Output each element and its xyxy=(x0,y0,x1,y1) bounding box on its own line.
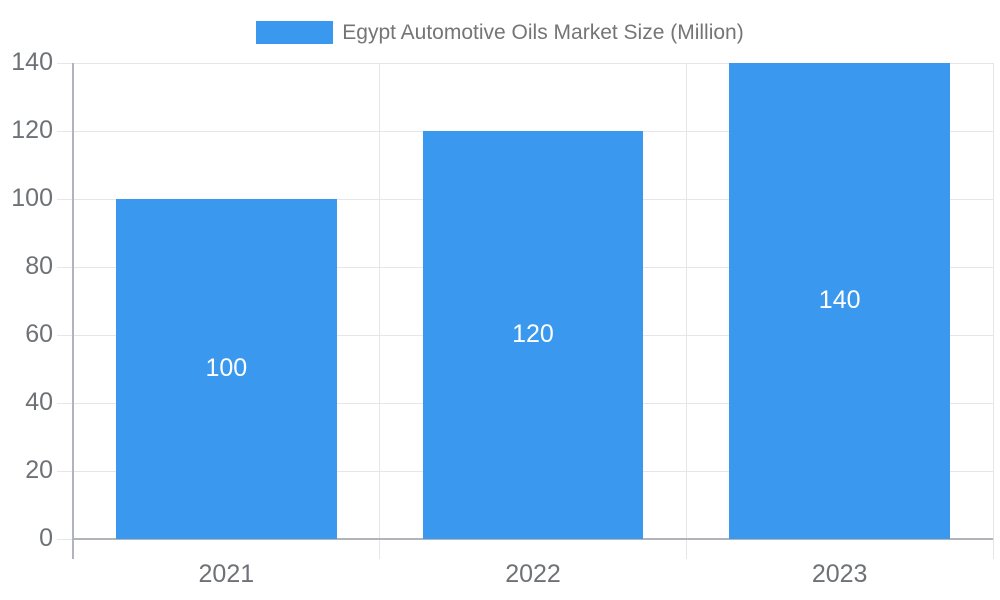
h-gridline xyxy=(57,62,993,64)
bar-2023[interactable] xyxy=(729,63,951,539)
y-axis-line xyxy=(72,63,74,559)
x-axis-line xyxy=(73,538,993,540)
x-axis-tick xyxy=(379,539,381,559)
y-axis-tick-label: 40 xyxy=(25,388,53,416)
x-axis-category-label: 2022 xyxy=(505,560,561,588)
x-axis-category-label: 2021 xyxy=(198,560,255,588)
y-axis-tick-label: 140 xyxy=(11,48,53,76)
x-axis-category-label: 2023 xyxy=(811,560,868,588)
bar-value-label: 120 xyxy=(512,320,554,348)
y-axis-tick-label: 20 xyxy=(25,456,53,484)
legend-label: Egypt Automotive Oils Market Size (Milli… xyxy=(342,21,744,44)
v-gridline xyxy=(685,63,687,539)
bar-value-label: 140 xyxy=(818,286,861,314)
x-axis-tick xyxy=(685,539,687,559)
y-axis-tick-label: 60 xyxy=(25,320,53,348)
y-axis-tick xyxy=(57,538,73,540)
bar-2022[interactable] xyxy=(422,131,644,539)
bar-2021[interactable] xyxy=(115,199,337,539)
x-axis-tick xyxy=(992,539,994,559)
bar-value-label: 100 xyxy=(205,354,248,382)
y-axis-tick-label: 120 xyxy=(11,116,53,144)
legend-swatch-icon xyxy=(256,21,334,44)
v-gridline xyxy=(379,63,381,539)
y-axis-tick-label: 100 xyxy=(11,184,53,212)
v-gridline xyxy=(992,63,994,539)
y-axis-tick-label: 0 xyxy=(39,524,53,552)
chart-legend[interactable]: Egypt Automotive Oils Market Size (Milli… xyxy=(0,21,1000,44)
y-axis-tick-label: 80 xyxy=(25,252,53,280)
